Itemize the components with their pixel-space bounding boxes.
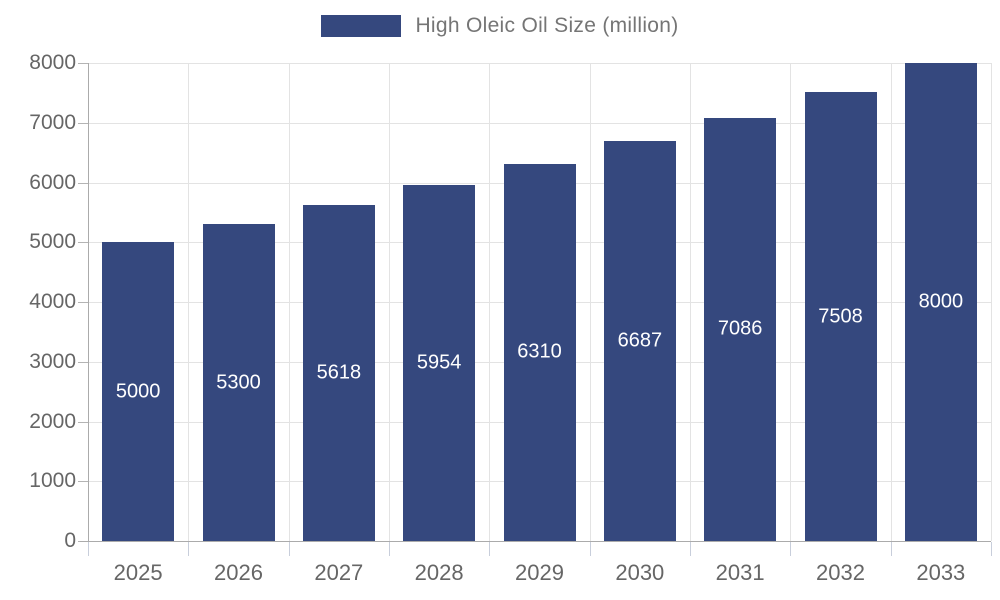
x-tick-label: 2030: [615, 560, 665, 585]
y-axis-tick: [78, 302, 88, 303]
y-axis-tick: [78, 182, 88, 184]
bar-value-label: 6687: [617, 329, 663, 352]
bar: 7086: [704, 117, 777, 541]
x-tick-label: 2031: [715, 560, 765, 585]
bar: 6310: [503, 163, 576, 541]
x-gridline: [891, 63, 892, 541]
bar: 5000: [102, 242, 175, 541]
x-gridline: [289, 63, 290, 541]
x-axis-tick: [389, 542, 390, 556]
y-tick-label: 0: [64, 529, 76, 552]
bar-value-label: 6310: [517, 340, 562, 363]
y-axis-tick: [78, 481, 88, 483]
bar: 5300: [202, 224, 275, 541]
x-gridline: [991, 63, 992, 541]
bar: 8000: [904, 63, 977, 541]
bar: 5954: [403, 185, 476, 541]
x-axis-line: [80, 541, 991, 542]
x-gridline: [389, 63, 390, 541]
y-tick-label: 4000: [29, 290, 76, 313]
y-tick-label: 3000: [29, 349, 76, 373]
y-tick-label: 2000: [29, 409, 76, 433]
y-axis-tick: [78, 242, 88, 244]
x-axis-tick: [188, 542, 189, 556]
x-gridline: [690, 63, 691, 541]
x-gridline: [790, 63, 791, 541]
x-gridline: [590, 63, 591, 541]
legend-label: High Oleic Oil Size (million): [415, 14, 679, 37]
x-tick-label: 2028: [414, 560, 464, 585]
bar-value-label: 7086: [717, 317, 763, 340]
y-axis-tick: [78, 421, 88, 423]
x-axis-tick: [991, 542, 992, 556]
y-tick-label: 6000: [29, 170, 76, 194]
plot-area: 5000 5300 5618 5954 6310 6687 7086 7508 8000: [88, 63, 992, 541]
bar-value-label: 5000: [115, 380, 161, 403]
x-tick-label: 2033: [916, 560, 966, 585]
y-tick-label: 8000: [29, 51, 76, 74]
x-tick-label: 2029: [515, 560, 564, 585]
bar: 6687: [603, 141, 676, 541]
x-gridline: [489, 63, 490, 541]
x-axis-tick: [289, 542, 290, 556]
y-axis-tick: [78, 361, 88, 363]
bar: 7508: [804, 92, 877, 541]
y-axis-tick: [78, 122, 88, 124]
y-axis-line: [88, 63, 89, 541]
y-tick-label: 5000: [29, 230, 76, 254]
bar-value-label: 5618: [316, 361, 362, 384]
y-gridline: [88, 63, 991, 64]
y-tick-label: 1000: [29, 469, 76, 493]
x-gridline: [188, 63, 189, 541]
bar-value-label: 7508: [818, 305, 863, 328]
bar-value-label: 5300: [216, 371, 261, 394]
x-axis-tick: [891, 542, 892, 556]
legend-swatch-icon: [321, 15, 402, 37]
x-axis-tick: [590, 542, 591, 556]
legend: High Oleic Oil Size (million): [0, 14, 1000, 38]
y-tick-label: 7000: [29, 110, 76, 134]
y-axis-tick: [78, 63, 88, 64]
x-tick-label: 2026: [214, 560, 263, 585]
x-axis-tick: [690, 542, 691, 556]
x-axis-tick: [790, 542, 791, 556]
legend-item[interactable]: High Oleic Oil Size (million): [321, 14, 678, 38]
x-tick-label: 2032: [816, 560, 865, 585]
bar: 5618: [302, 205, 375, 541]
x-axis-tick: [88, 542, 89, 556]
x-tick-label: 2027: [314, 560, 364, 585]
y-gridline: [88, 122, 991, 124]
bar-value-label: 8000: [918, 290, 964, 313]
bar-value-label: 5954: [416, 351, 462, 374]
x-tick-label: 2025: [113, 560, 163, 585]
x-axis-tick: [489, 542, 490, 556]
